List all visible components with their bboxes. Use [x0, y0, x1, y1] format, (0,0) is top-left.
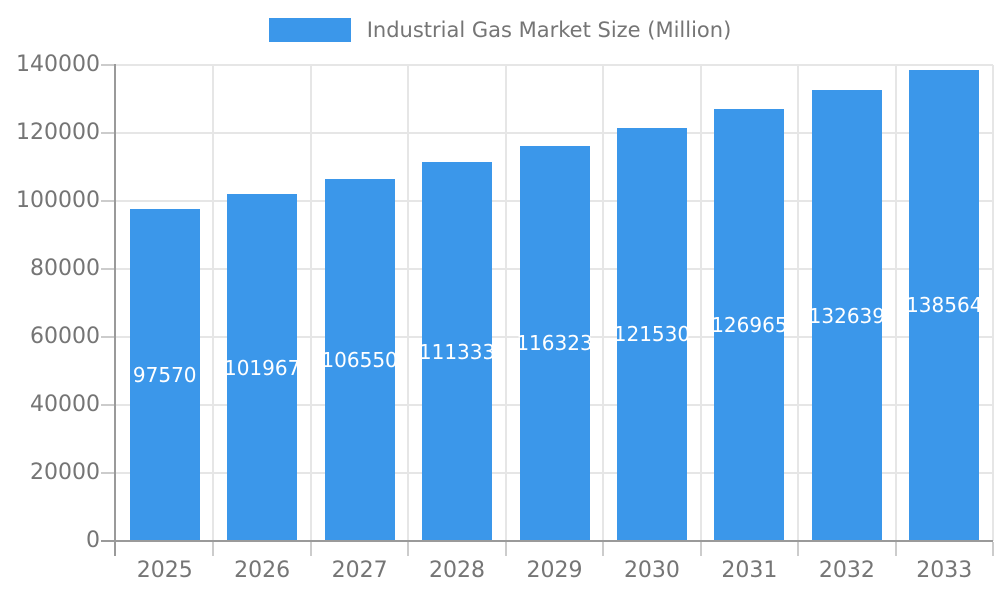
y-tick-mark — [101, 200, 114, 202]
y-tick-label: 140000 — [16, 52, 100, 77]
bar-value-label: 126965 — [711, 313, 788, 338]
bar-value-label: 106550 — [321, 347, 398, 372]
bar-2031: 126965 — [711, 109, 788, 541]
x-tick-label: 2029 — [526, 558, 583, 583]
v-gridline — [407, 65, 410, 541]
bar-2033: 138564 — [906, 69, 983, 541]
x-tick-label: 2027 — [331, 558, 388, 583]
x-tick-mark — [309, 542, 312, 556]
v-gridline — [212, 65, 215, 541]
v-gridline — [504, 65, 507, 541]
y-tick-label: 20000 — [30, 460, 100, 485]
h-gridline — [116, 132, 993, 134]
legend-swatch — [268, 18, 351, 42]
bar-value-label: 101967 — [223, 355, 301, 380]
bar-value-label: 138564 — [906, 293, 983, 318]
y-tick-label: 0 — [86, 528, 100, 553]
bar-2028: 111333 — [418, 162, 496, 541]
y-tick-label: 40000 — [30, 392, 100, 417]
y-tick-label: 120000 — [16, 120, 100, 145]
legend-label: Industrial Gas Market Size (Million) — [366, 18, 732, 42]
x-tick-mark — [894, 542, 897, 556]
legend: Industrial Gas Market Size (Million) — [0, 18, 1000, 42]
bar-2030: 121530 — [613, 127, 691, 541]
bar-2026: 101967 — [223, 194, 301, 541]
y-tick-label: 80000 — [30, 256, 100, 281]
v-gridline — [894, 65, 897, 541]
bar-2032: 132639 — [808, 90, 886, 541]
v-gridline — [797, 65, 800, 541]
x-tick-mark — [699, 542, 702, 556]
bar-value-label: 97570 — [132, 363, 197, 388]
x-tick-mark — [992, 542, 994, 556]
x-tick-label: 2026 — [234, 558, 291, 583]
y-tick-mark — [101, 64, 114, 66]
bar-value-label: 121530 — [613, 322, 691, 347]
x-tick-label: 2028 — [429, 558, 486, 583]
x-tick-mark — [407, 542, 410, 556]
y-tick-mark — [101, 404, 114, 406]
bar-2025: 97570 — [129, 209, 200, 541]
x-tick-label: 2025 — [136, 558, 193, 583]
x-tick-label: 2030 — [623, 558, 680, 583]
bar-value-label: 132639 — [808, 303, 886, 328]
x-tick-label: 2032 — [818, 558, 875, 583]
y-tick-label: 60000 — [30, 324, 100, 349]
bar-2029: 116323 — [516, 145, 593, 541]
v-gridline — [699, 65, 702, 541]
y-tick-mark — [101, 268, 114, 270]
v-gridline — [309, 65, 312, 541]
y-tick-mark — [101, 472, 114, 474]
bar-2027: 106550 — [321, 178, 398, 541]
h-gridline — [116, 64, 993, 66]
x-axis-line — [101, 540, 993, 542]
x-tick-label: 2031 — [721, 558, 778, 583]
y-tick-label: 100000 — [16, 188, 100, 213]
v-gridline — [992, 65, 994, 541]
x-tick-mark — [212, 542, 215, 556]
y-tick-mark — [101, 132, 114, 134]
bar-value-label: 111333 — [418, 339, 496, 364]
y-axis-line — [114, 64, 116, 556]
v-gridline — [602, 65, 605, 541]
x-tick-label: 2033 — [916, 558, 973, 583]
x-tick-mark — [797, 542, 800, 556]
y-tick-mark — [101, 336, 114, 338]
x-tick-mark — [504, 542, 507, 556]
bar-value-label: 116323 — [516, 331, 593, 356]
x-tick-mark — [602, 542, 605, 556]
